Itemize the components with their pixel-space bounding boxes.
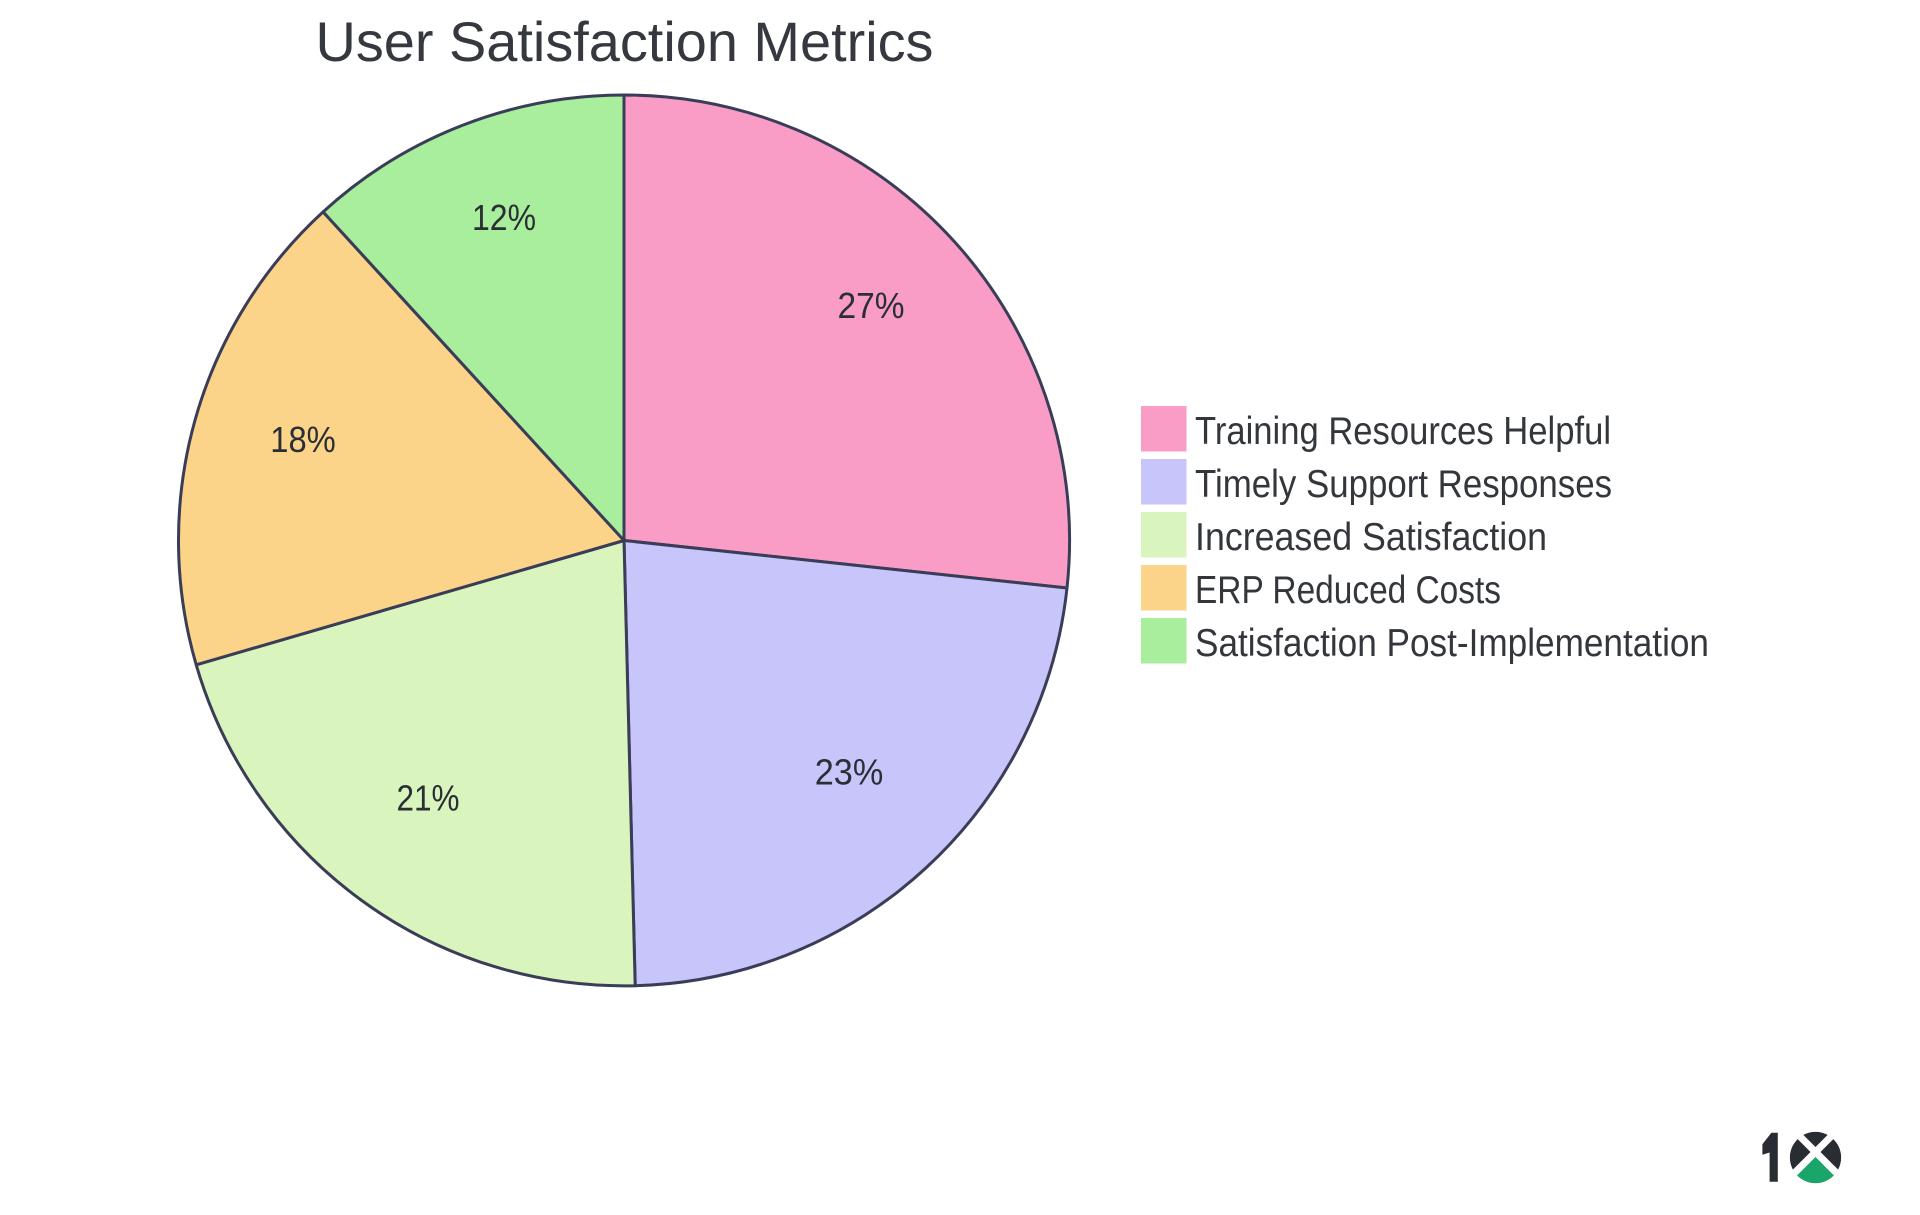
svg-text:Training Resources Helpful: Training Resources Helpful [1195, 410, 1611, 453]
svg-text:Satisfaction Post-Implementati: Satisfaction Post-Implementation [1195, 622, 1709, 665]
svg-text:21%: 21% [397, 778, 460, 819]
svg-text:27%: 27% [838, 285, 905, 326]
svg-text:Timely Support Responses: Timely Support Responses [1195, 463, 1612, 506]
svg-text:23%: 23% [815, 752, 884, 793]
svg-text:18%: 18% [270, 419, 336, 460]
svg-text:ERP Reduced Costs: ERP Reduced Costs [1195, 569, 1501, 612]
svg-text:12%: 12% [472, 197, 536, 238]
svg-text:User Satisfaction Metrics: User Satisfaction Metrics [316, 10, 934, 73]
svg-text:Increased Satisfaction: Increased Satisfaction [1195, 516, 1547, 559]
